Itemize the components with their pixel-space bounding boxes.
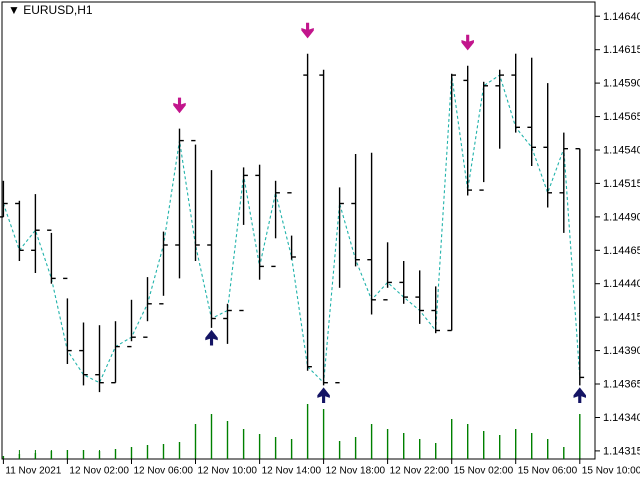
svg-text:1.14440: 1.14440 (603, 278, 640, 290)
svg-text:12 Nov 14:00: 12 Nov 14:00 (262, 466, 322, 477)
svg-text:1.14540: 1.14540 (603, 145, 640, 157)
svg-text:15 Nov 10:00: 15 Nov 10:00 (582, 466, 640, 477)
svg-text:1.14415: 1.14415 (603, 312, 640, 324)
svg-text:1.14590: 1.14590 (603, 78, 640, 90)
svg-text:1.14565: 1.14565 (603, 111, 640, 123)
svg-text:1.14365: 1.14365 (603, 379, 640, 391)
svg-text:1.14315: 1.14315 (603, 445, 640, 457)
svg-text:1.14340: 1.14340 (603, 412, 640, 424)
svg-text:1.14515: 1.14515 (603, 178, 640, 190)
svg-text:1.14465: 1.14465 (603, 245, 640, 257)
svg-text:12 Nov 22:00: 12 Nov 22:00 (390, 466, 450, 477)
svg-text:12 Nov 10:00: 12 Nov 10:00 (198, 466, 258, 477)
svg-text:1.14490: 1.14490 (603, 211, 640, 223)
svg-text:1.14640: 1.14640 (603, 11, 640, 23)
svg-text:15 Nov 06:00: 15 Nov 06:00 (518, 466, 578, 477)
svg-text:11 Nov 2021: 11 Nov 2021 (5, 466, 61, 477)
svg-text:1.14615: 1.14615 (603, 44, 640, 56)
svg-text:1.14390: 1.14390 (603, 345, 640, 357)
svg-text:12 Nov 18:00: 12 Nov 18:00 (326, 466, 386, 477)
svg-text:12 Nov 06:00: 12 Nov 06:00 (134, 466, 194, 477)
svg-text:12 Nov 02:00: 12 Nov 02:00 (69, 466, 129, 477)
svg-text:15 Nov 02:00: 15 Nov 02:00 (454, 466, 514, 477)
